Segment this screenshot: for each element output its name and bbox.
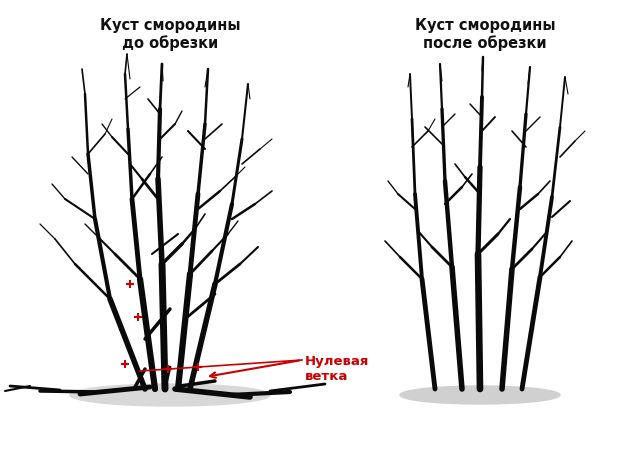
Ellipse shape (70, 384, 270, 406)
Text: Нулевая
ветка: Нулевая ветка (305, 354, 369, 382)
Text: Куст смородины
до обрезки: Куст смородины до обрезки (100, 18, 240, 51)
Text: Куст смородины
после обрезки: Куст смородины после обрезки (415, 18, 556, 51)
Ellipse shape (400, 386, 560, 404)
